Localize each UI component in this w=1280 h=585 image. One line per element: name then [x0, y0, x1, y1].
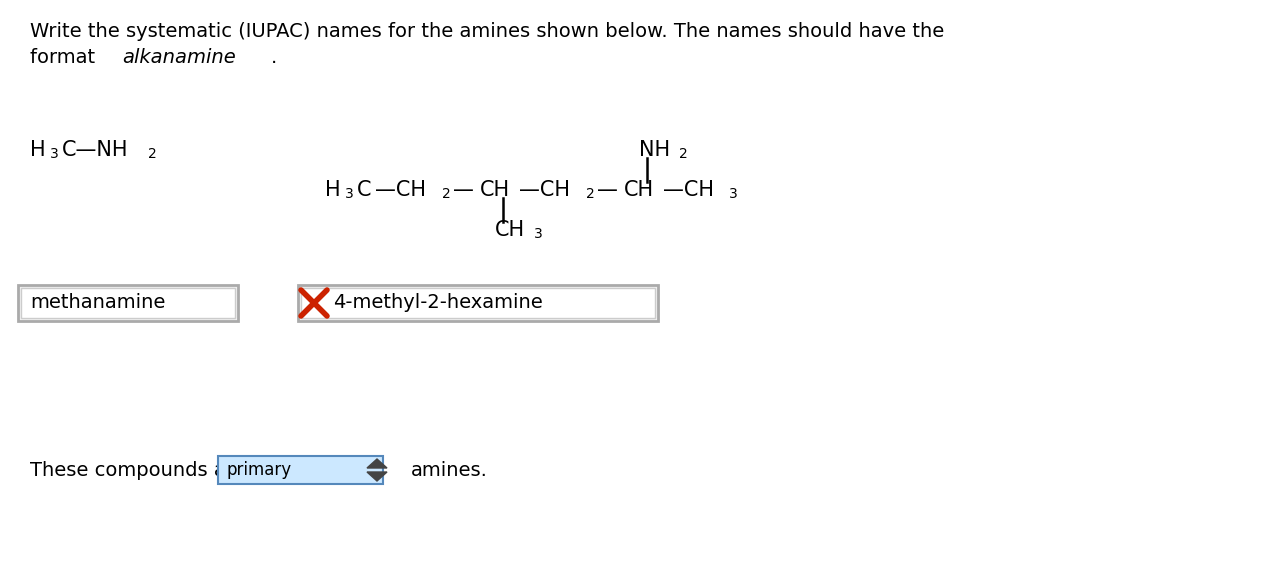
Text: —CH: —CH — [375, 180, 426, 200]
Text: —: — — [596, 180, 618, 200]
Text: 3: 3 — [534, 227, 543, 241]
Polygon shape — [367, 472, 387, 481]
Text: NH: NH — [639, 140, 669, 160]
Text: —: — — [453, 180, 474, 200]
Text: 2: 2 — [148, 147, 156, 161]
Text: primary: primary — [227, 461, 291, 479]
Text: 4-methyl-2-hexamine: 4-methyl-2-hexamine — [333, 294, 543, 312]
Text: H: H — [325, 180, 340, 200]
Text: 3: 3 — [730, 187, 739, 201]
Text: C: C — [357, 180, 371, 200]
Text: methanamine: methanamine — [29, 294, 165, 312]
Text: 2: 2 — [678, 147, 687, 161]
Text: H: H — [29, 140, 46, 160]
FancyBboxPatch shape — [301, 288, 655, 318]
Text: 3: 3 — [50, 147, 59, 161]
Text: —CH: —CH — [520, 180, 571, 200]
Text: —CH: —CH — [663, 180, 714, 200]
FancyBboxPatch shape — [218, 456, 383, 484]
Text: amines.: amines. — [411, 460, 488, 480]
Polygon shape — [367, 459, 387, 468]
FancyBboxPatch shape — [18, 285, 238, 321]
Text: 2: 2 — [442, 187, 451, 201]
Text: CH: CH — [480, 180, 511, 200]
Text: 3: 3 — [346, 187, 355, 201]
FancyBboxPatch shape — [298, 285, 658, 321]
Text: CH: CH — [495, 220, 525, 240]
Text: These compounds are: These compounds are — [29, 460, 246, 480]
Text: C—NH: C—NH — [61, 140, 128, 160]
Text: .: . — [270, 48, 276, 67]
Text: alkanamine: alkanamine — [123, 48, 237, 67]
Text: format: format — [29, 48, 101, 67]
Text: CH: CH — [625, 180, 654, 200]
FancyBboxPatch shape — [20, 288, 236, 318]
Text: Write the systematic (IUPAC) names for the amines shown below. The names should : Write the systematic (IUPAC) names for t… — [29, 22, 945, 41]
Text: 2: 2 — [585, 187, 594, 201]
